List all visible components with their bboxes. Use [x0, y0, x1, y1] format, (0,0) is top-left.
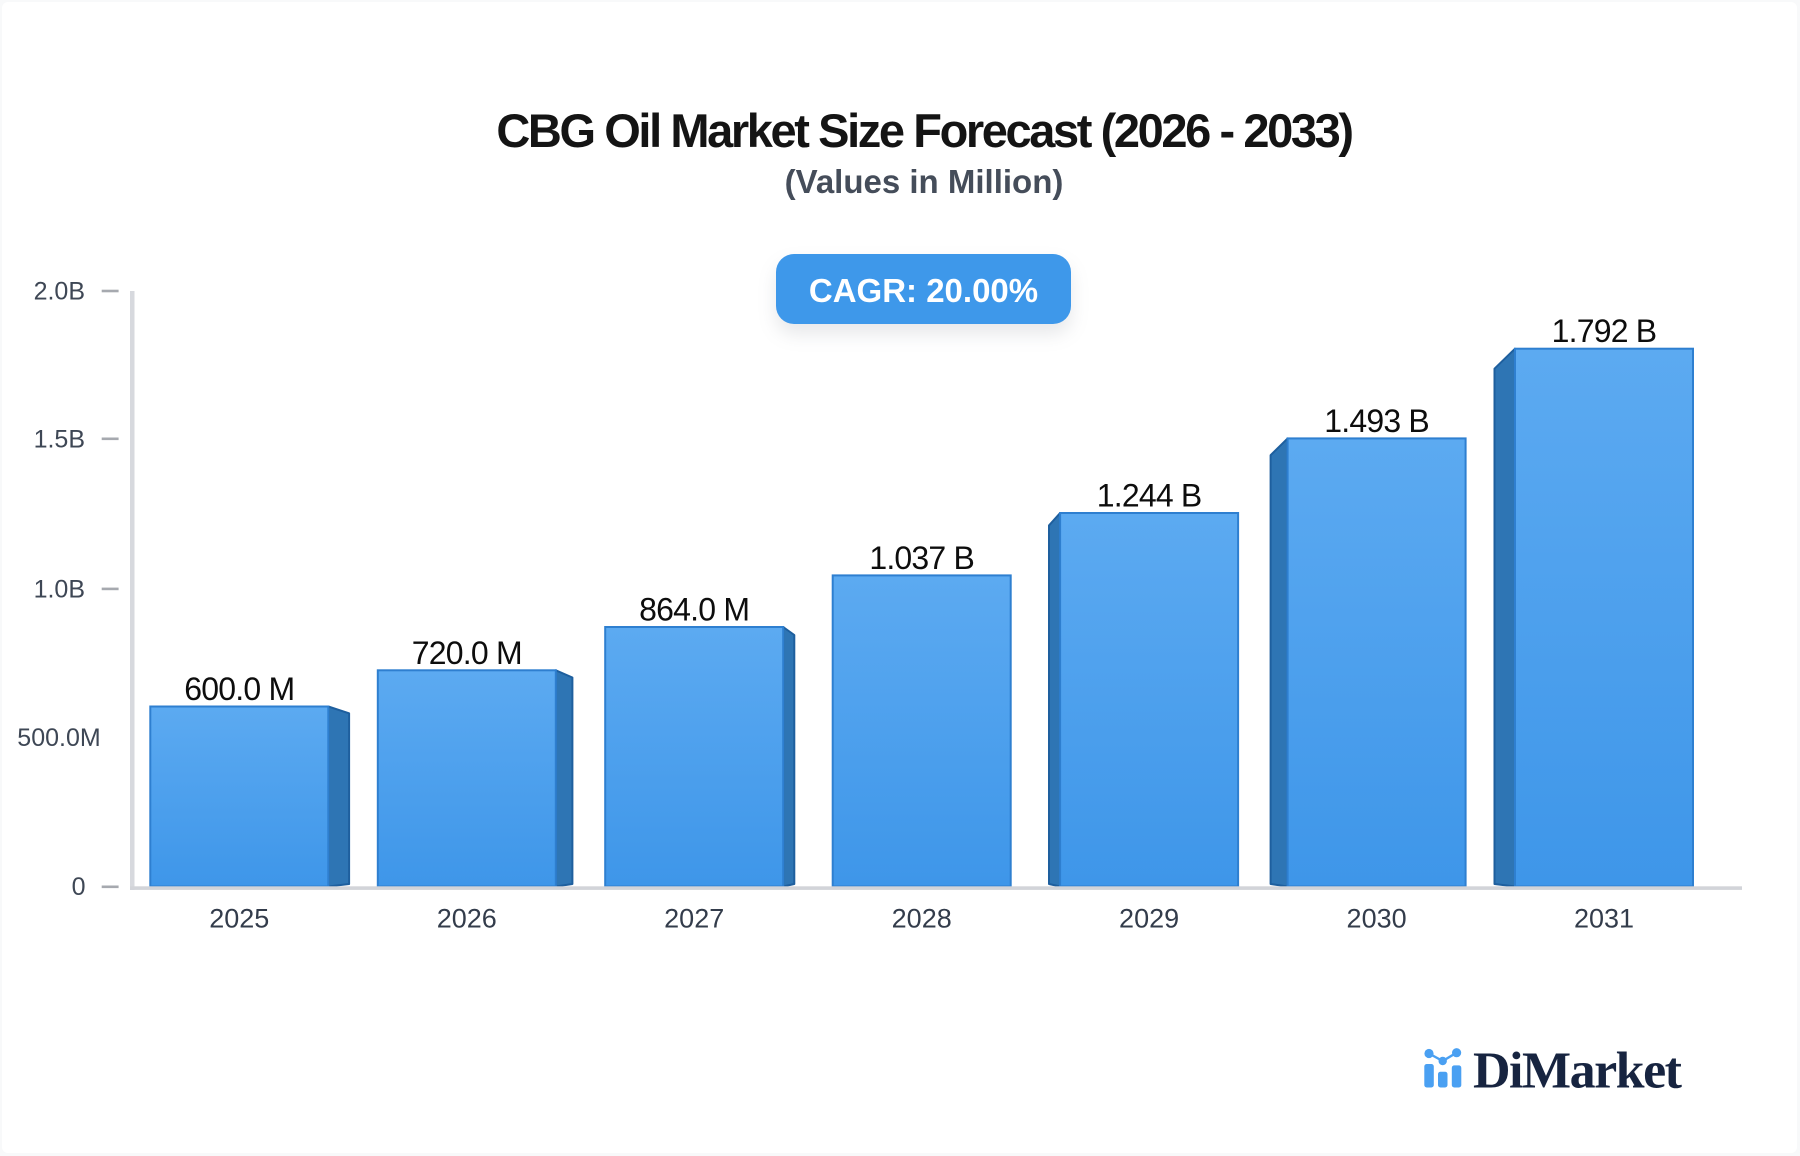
svg-text:1.244 B: 1.244 B	[1097, 478, 1202, 514]
svg-text:2027: 2027	[664, 904, 724, 934]
svg-text:2028: 2028	[892, 904, 952, 934]
svg-text:720.0 M: 720.0 M	[412, 635, 522, 671]
svg-text:2026: 2026	[437, 904, 497, 934]
svg-text:2030: 2030	[1347, 904, 1407, 934]
svg-text:500.0M: 500.0M	[17, 724, 100, 752]
svg-text:1.493 B: 1.493 B	[1324, 403, 1429, 439]
svg-text:0: 0	[72, 873, 86, 901]
svg-text:DiMarket: DiMarket	[1473, 1043, 1683, 1100]
svg-text:1.037 B: 1.037 B	[869, 540, 974, 576]
svg-text:2031: 2031	[1574, 904, 1634, 934]
svg-text:2.0B: 2.0B	[34, 278, 85, 306]
svg-text:1.5B: 1.5B	[34, 425, 85, 453]
svg-text:600.0 M: 600.0 M	[184, 671, 294, 707]
svg-text:2025: 2025	[209, 904, 269, 934]
svg-text:864.0 M: 864.0 M	[639, 592, 749, 628]
svg-text:1.792 B: 1.792 B	[1552, 313, 1657, 349]
svg-text:2029: 2029	[1119, 904, 1179, 934]
svg-text:1.0B: 1.0B	[34, 576, 85, 604]
